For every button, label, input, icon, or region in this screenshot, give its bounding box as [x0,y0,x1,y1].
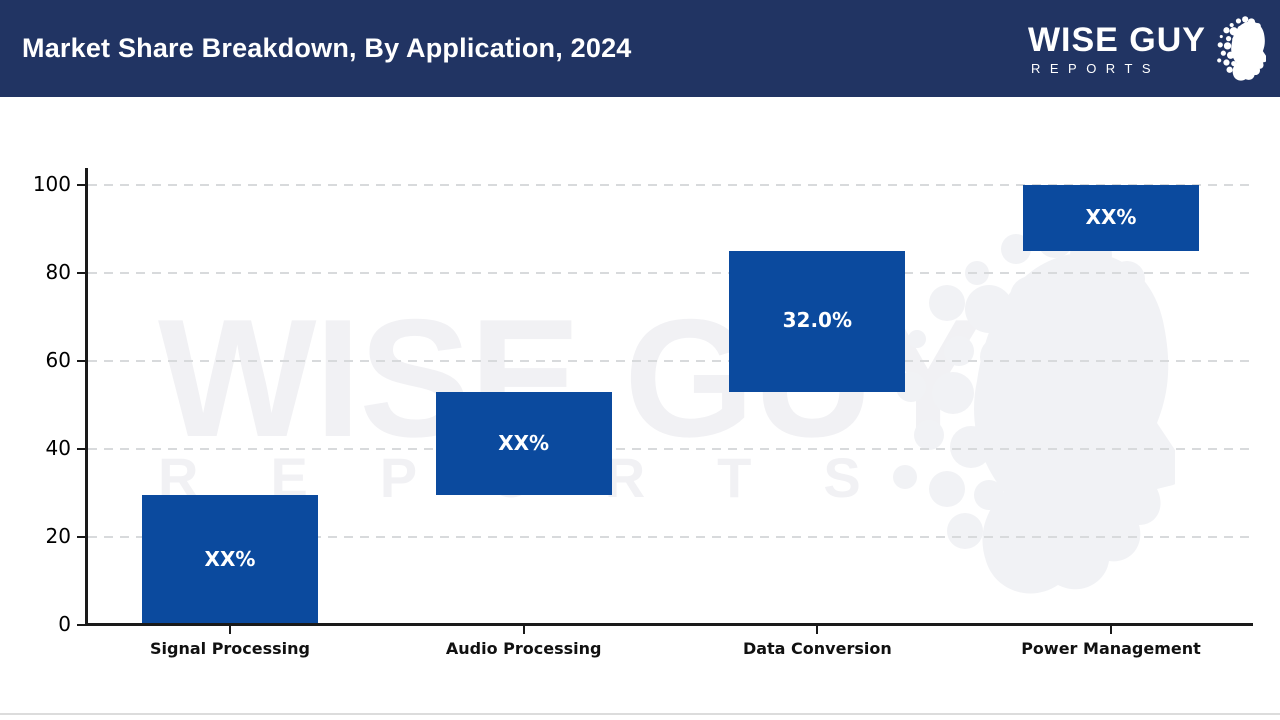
y-axis-tick-label: 40 [45,436,71,460]
x-axis-category-label: Power Management [1021,639,1201,658]
x-axis-line [88,623,1253,626]
bar-value-label: XX% [204,547,256,572]
bottom-hairline [0,713,1280,715]
gridline [88,536,1253,538]
y-axis-tick [77,624,85,626]
gridline [88,448,1253,450]
y-axis-tick [77,448,85,450]
y-axis-tick-label: 0 [58,612,71,636]
y-axis-tick [77,184,85,186]
logo-wordmark: WISE GUY [1027,21,1206,59]
y-axis-tick-label: 100 [32,172,71,196]
y-axis-tick-label: 60 [45,348,71,372]
wiseguy-logo: WISE GUY REPORTS [1028,8,1266,90]
bar-value-label: XX% [498,430,550,455]
gridline [88,272,1253,274]
x-axis-category-label: Data Conversion [742,639,892,658]
y-axis-tick-label: 20 [45,524,71,548]
x-axis-category-label: Signal Processing [149,639,311,658]
y-axis-line [85,168,88,626]
logo-reports-label: REPORTS [1030,61,1161,76]
bar-segment [142,495,318,625]
y-axis-tick [77,272,85,274]
bar-segment [435,391,612,496]
x-axis-tick [816,626,819,634]
y-axis-tick-label: 80 [45,260,71,284]
page-title: Market Share Breakdown, By Application, … [22,33,632,63]
y-axis-tick [77,360,85,362]
bar-value-label: 32.0% [782,308,853,333]
gridline [88,184,1253,186]
bar-segment [729,251,906,392]
x-axis-tick [1110,626,1112,634]
x-axis-tick [522,626,525,634]
x-axis-tick [229,626,231,634]
x-axis-category-label: Audio Processing [445,639,602,658]
bar-segment [1023,185,1199,251]
header-bar: Market Share Breakdown, By Application, … [0,0,1280,97]
gridline [88,360,1253,362]
y-axis-tick [77,536,85,538]
logo-text: WISE GUY REPORTS [1028,22,1206,76]
bar-value-label: XX% [1085,205,1137,229]
